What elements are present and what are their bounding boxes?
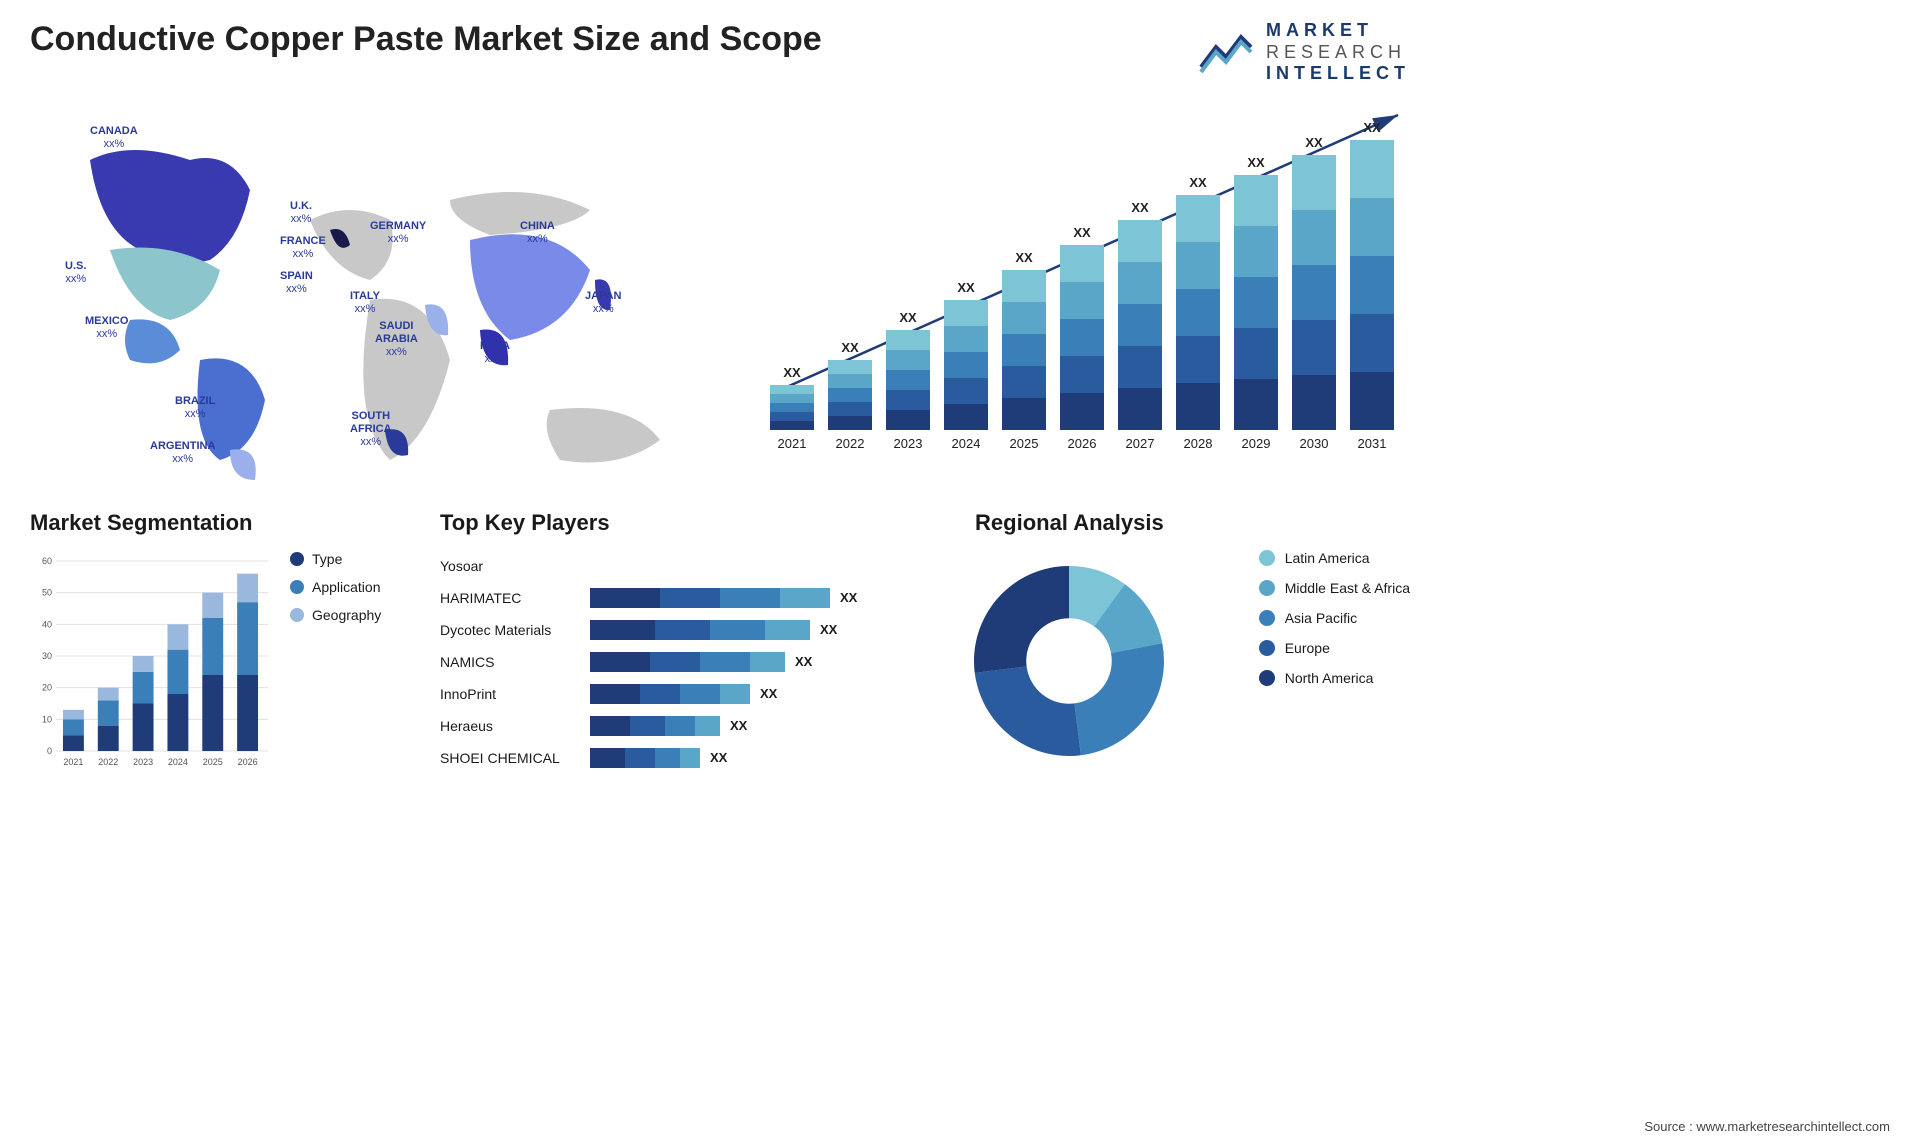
svg-text:2022: 2022 bbox=[98, 757, 118, 767]
logo-icon bbox=[1196, 27, 1256, 77]
key-player-row: Yosoar bbox=[440, 551, 880, 581]
svg-text:2021: 2021 bbox=[778, 436, 807, 451]
segmentation-legend: Type Application Geography bbox=[290, 551, 381, 771]
svg-text:50: 50 bbox=[42, 587, 52, 597]
map-label: U.S.xx% bbox=[65, 260, 86, 286]
svg-text:40: 40 bbox=[42, 619, 52, 629]
svg-text:XX: XX bbox=[1247, 155, 1265, 170]
svg-text:30: 30 bbox=[42, 651, 52, 661]
segmentation-legend-item: Type bbox=[290, 551, 381, 567]
map-label: SOUTHAFRICAxx% bbox=[350, 410, 392, 450]
svg-text:XX: XX bbox=[1131, 200, 1149, 215]
regional-legend: Latin America Middle East & Africa Asia Pa… bbox=[1259, 550, 1410, 700]
segmentation-section: Market Segmentation 0 10 20 30 40 50 60 2021 202… bbox=[30, 510, 410, 790]
map-label: MEXICOxx% bbox=[85, 315, 128, 341]
key-player-row: HARIMATECXX bbox=[440, 583, 880, 613]
map-label: FRANCExx% bbox=[280, 235, 326, 261]
svg-text:2025: 2025 bbox=[203, 757, 223, 767]
svg-text:0: 0 bbox=[47, 746, 52, 756]
svg-text:XX: XX bbox=[1189, 175, 1207, 190]
regional-legend-item: Middle East & Africa bbox=[1259, 580, 1410, 596]
svg-text:2030: 2030 bbox=[1300, 436, 1329, 451]
growth-bar-chart: XX 2021 XX 2022 XX 2023 XX 2024 XX 2025 XX 2026 XX 20… bbox=[750, 100, 1410, 480]
key-player-row: HeraeusXX bbox=[440, 711, 880, 741]
svg-text:XX: XX bbox=[1073, 225, 1091, 240]
svg-text:2024: 2024 bbox=[952, 436, 981, 451]
svg-text:2023: 2023 bbox=[133, 757, 153, 767]
svg-text:2021: 2021 bbox=[63, 757, 83, 767]
svg-text:2022: 2022 bbox=[836, 436, 865, 451]
map-label: ARGENTINAxx% bbox=[150, 440, 215, 466]
svg-text:2023: 2023 bbox=[894, 436, 923, 451]
svg-text:XX: XX bbox=[1015, 250, 1033, 265]
map-label: JAPANxx% bbox=[585, 290, 621, 316]
brand-logo: MARKET RESEARCH INTELLECT bbox=[1196, 20, 1410, 85]
regional-legend-item: Asia Pacific bbox=[1259, 610, 1410, 626]
svg-text:20: 20 bbox=[42, 682, 52, 692]
key-players-section: Top Key Players YosoarHARIMATECXXDycotec… bbox=[440, 510, 880, 790]
svg-text:2024: 2024 bbox=[168, 757, 188, 767]
key-player-row: SHOEI CHEMICALXX bbox=[440, 743, 880, 773]
regional-legend-item: Latin America bbox=[1259, 550, 1410, 566]
svg-text:2025: 2025 bbox=[1010, 436, 1039, 451]
map-label: CANADAxx% bbox=[90, 125, 138, 151]
regional-section: Regional Analysis Latin America Middle Ea… bbox=[910, 510, 1410, 790]
source-text: Source : www.marketresearchintellect.com bbox=[1644, 1119, 1890, 1134]
key-players-list: YosoarHARIMATECXXDycotec MaterialsXXNAMI… bbox=[440, 551, 880, 773]
logo-line1: MARKET bbox=[1266, 20, 1410, 42]
page-title: Conductive Copper Paste Market Size and … bbox=[30, 20, 822, 59]
map-label: ITALYxx% bbox=[350, 290, 380, 316]
svg-text:XX: XX bbox=[899, 310, 917, 325]
map-label: SPAINxx% bbox=[280, 270, 313, 296]
map-label: INDIAxx% bbox=[480, 340, 510, 366]
regional-legend-item: Europe bbox=[1259, 640, 1410, 656]
segmentation-legend-item: Application bbox=[290, 579, 381, 595]
svg-text:XX: XX bbox=[1305, 135, 1323, 150]
regional-title: Regional Analysis bbox=[910, 510, 1229, 536]
world-map: CANADAxx% U.S.xx% MEXICOxx% BRAZILxx% ARGENT… bbox=[30, 100, 710, 480]
key-player-row: NAMICSXX bbox=[440, 647, 880, 677]
svg-text:2028: 2028 bbox=[1184, 436, 1213, 451]
svg-text:2027: 2027 bbox=[1126, 436, 1155, 451]
svg-text:2026: 2026 bbox=[1068, 436, 1097, 451]
logo-line3: INTELLECT bbox=[1266, 63, 1410, 85]
map-label: BRAZILxx% bbox=[175, 395, 215, 421]
svg-text:XX: XX bbox=[841, 340, 859, 355]
map-label: GERMANYxx% bbox=[370, 220, 426, 246]
svg-text:XX: XX bbox=[1363, 120, 1381, 135]
map-label: SAUDIARABIAxx% bbox=[375, 320, 418, 360]
key-players-title: Top Key Players bbox=[440, 510, 880, 536]
svg-text:XX: XX bbox=[783, 365, 801, 380]
svg-text:10: 10 bbox=[42, 714, 52, 724]
segmentation-title: Market Segmentation bbox=[30, 510, 410, 536]
logo-line2: RESEARCH bbox=[1266, 42, 1410, 64]
map-label: U.K.xx% bbox=[290, 200, 312, 226]
regional-donut bbox=[959, 551, 1179, 771]
segmentation-legend-item: Geography bbox=[290, 607, 381, 623]
svg-text:XX: XX bbox=[957, 280, 975, 295]
svg-text:2026: 2026 bbox=[238, 757, 258, 767]
map-label: CHINAxx% bbox=[520, 220, 555, 246]
key-player-row: InnoPrintXX bbox=[440, 679, 880, 709]
regional-legend-item: North America bbox=[1259, 670, 1410, 686]
svg-text:2031: 2031 bbox=[1358, 436, 1387, 451]
key-player-row: Dycotec MaterialsXX bbox=[440, 615, 880, 645]
svg-text:2029: 2029 bbox=[1242, 436, 1271, 451]
segmentation-chart: 0 10 20 30 40 50 60 2021 2022 2023 2024 2025 2026 bbox=[30, 551, 270, 771]
svg-text:60: 60 bbox=[42, 556, 52, 566]
